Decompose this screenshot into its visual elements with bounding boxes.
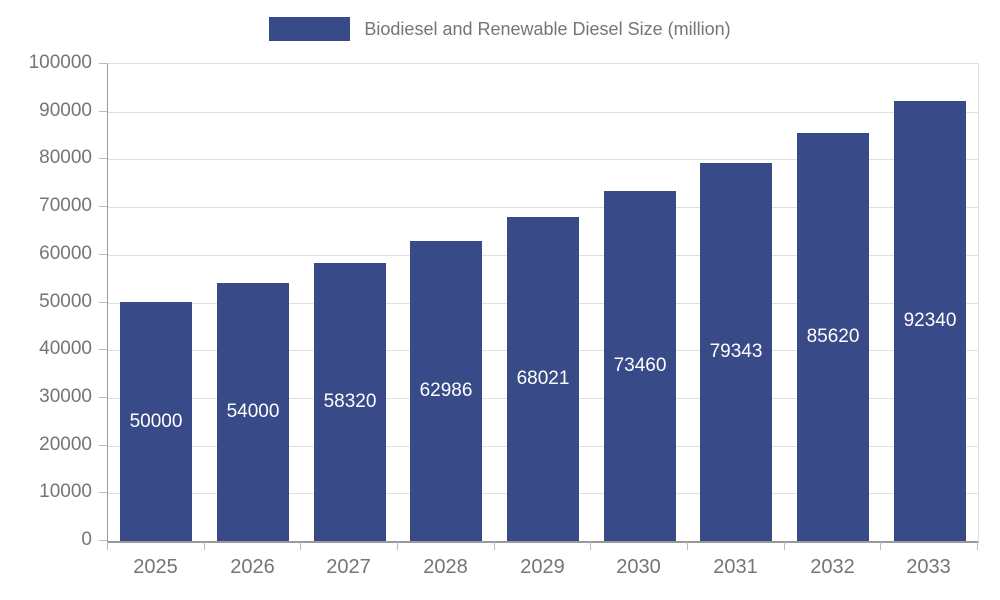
- y-tick-label: 30000: [39, 386, 92, 407]
- y-tick: [99, 63, 107, 64]
- x-tick: [784, 542, 785, 550]
- x-tick-label: 2027: [326, 556, 371, 578]
- bar-value-label: 85620: [806, 326, 860, 347]
- x-tick-label: 2029: [520, 556, 565, 578]
- bar-value-label: 79343: [709, 341, 763, 362]
- y-tick: [99, 254, 107, 255]
- y-tick-label: 40000: [39, 338, 92, 359]
- y-tick-label: 20000: [39, 434, 92, 455]
- y-tick: [99, 397, 107, 398]
- x-tick-label: 2026: [230, 556, 275, 578]
- bar-value-label: 50000: [129, 410, 183, 432]
- x-tick-label: 2032: [810, 556, 855, 578]
- gridline: [108, 207, 978, 209]
- x-tick: [494, 542, 495, 550]
- x-tick: [107, 542, 108, 550]
- bar: 85620: [797, 133, 869, 541]
- plot-area: 50000 54000 58320 62986 68021 73460 79343 85620…: [107, 63, 979, 543]
- bar: 68021: [507, 217, 579, 541]
- y-tick-label: 70000: [39, 195, 92, 216]
- legend-label: Biodiesel and Renewable Diesel Size (mil…: [364, 19, 731, 39]
- bar-value-label: 58320: [323, 391, 377, 412]
- y-tick-label: 10000: [39, 481, 92, 502]
- x-tick-label: 2033: [906, 556, 951, 578]
- y-tick: [99, 540, 107, 541]
- bar-value-label: 73460: [613, 355, 667, 376]
- bar: 62986: [410, 241, 482, 541]
- bar: 92340: [894, 101, 966, 541]
- bar: 50000: [120, 302, 192, 541]
- y-tick: [99, 111, 107, 112]
- y-tick-label: 60000: [39, 243, 92, 264]
- bar-value-label: 68021: [516, 368, 570, 389]
- x-tick-label: 2030: [616, 556, 661, 578]
- x-tick-label: 2031: [713, 556, 758, 578]
- y-tick-label: 80000: [39, 147, 92, 168]
- y-tick: [99, 158, 107, 159]
- y-tick-label: 90000: [39, 100, 92, 121]
- bar-value-label: 92340: [903, 310, 957, 331]
- bar: 58320: [314, 263, 386, 541]
- x-tick: [880, 542, 881, 550]
- x-tick-label: 2025: [133, 556, 178, 578]
- y-tick: [99, 206, 107, 207]
- y-tick: [99, 492, 107, 493]
- y-tick-label: 100000: [28, 52, 92, 73]
- legend-swatch: [269, 17, 351, 41]
- bar: 73460: [604, 191, 676, 541]
- legend-item[interactable]: Biodiesel and Renewable Diesel Size (mil…: [0, 17, 1000, 41]
- y-tick-label: 0: [81, 529, 92, 550]
- x-tick: [300, 542, 301, 550]
- x-tick: [590, 542, 591, 550]
- x-tick: [204, 542, 205, 550]
- x-tick: [977, 542, 978, 550]
- gridline: [108, 159, 978, 161]
- x-tick: [687, 542, 688, 550]
- y-tick-label: 50000: [39, 291, 92, 312]
- y-tick: [99, 349, 107, 350]
- bar-value-label: 54000: [226, 401, 280, 422]
- x-tick: [397, 542, 398, 550]
- bar: 79343: [700, 163, 772, 541]
- bar-value-label: 62986: [419, 380, 473, 401]
- gridline: [108, 111, 978, 113]
- y-tick: [99, 445, 107, 446]
- x-tick-label: 2028: [423, 556, 468, 578]
- y-tick: [99, 302, 107, 303]
- bar: 54000: [217, 283, 289, 541]
